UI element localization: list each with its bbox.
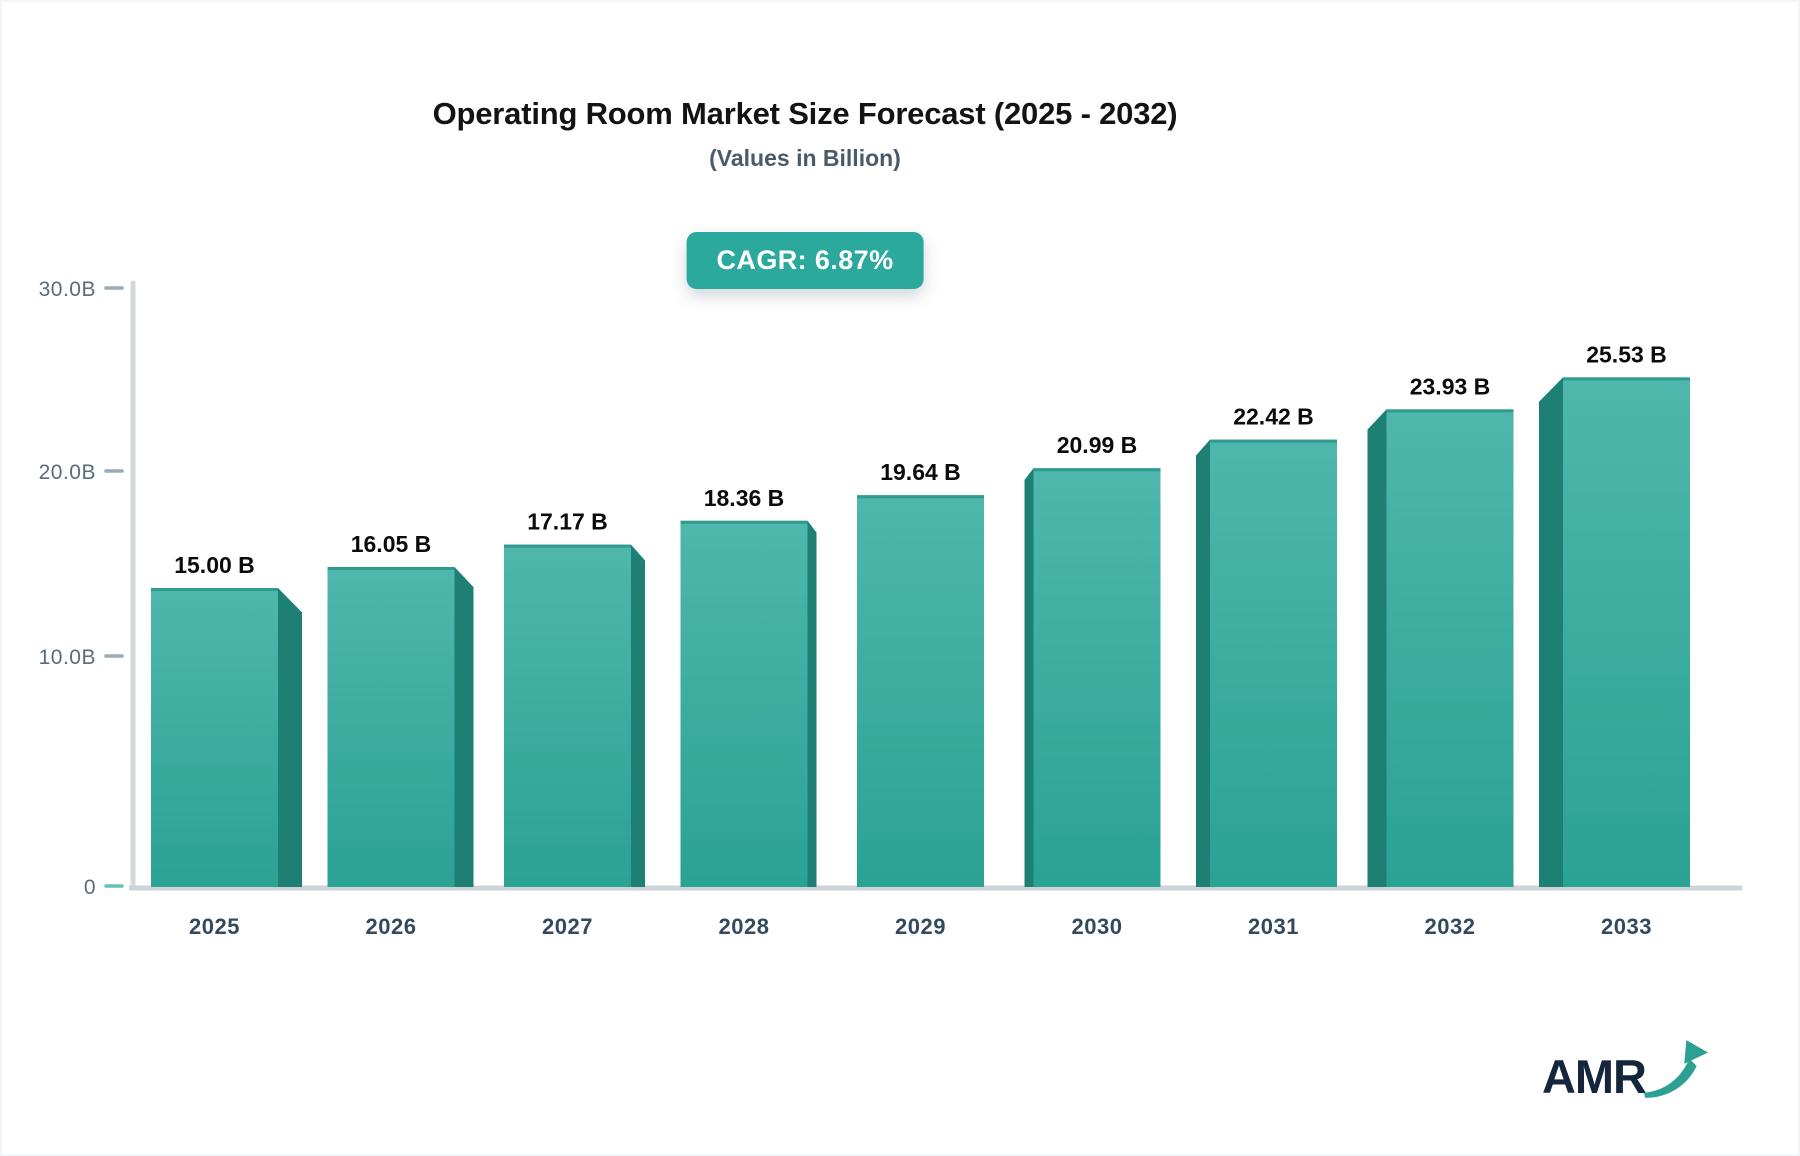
bar-group-2033: 25.53 B 2033 [1539, 341, 1690, 939]
bar-value-label: 18.36 B [704, 485, 785, 511]
bar-value-label: 20.99 B [1057, 432, 1138, 458]
bar-side-face [1196, 439, 1210, 887]
chart-title: Operating Room Market Size Forecast (202… [432, 96, 1178, 131]
chart-subtitle: (Values in Billion) [709, 145, 901, 171]
bar-group-2031: 22.42 B 2031 [1196, 404, 1337, 939]
bar-group-2029: 19.64 B 2029 [857, 459, 984, 939]
bar-group-2028: 18.36 B 2028 [680, 485, 817, 939]
chart-header: Operating Room Market Size Forecast (202… [433, 95, 1178, 289]
bar-side-face [1539, 377, 1563, 887]
bar-group-2027: 17.17 B 2027 [504, 509, 645, 939]
cagr-badge: CAGR: 6.87% [686, 232, 924, 289]
x-tick-label: 2032 [1425, 914, 1476, 939]
bar-group-2026: 16.05 B 2026 [327, 531, 474, 939]
bar-face [1210, 439, 1337, 887]
x-tick-label: 2033 [1601, 914, 1652, 939]
y-tick-label: 10.0B [39, 646, 96, 669]
bar-value-label: 19.64 B [880, 459, 961, 485]
bar-face [1563, 377, 1690, 887]
x-tick-label: 2029 [895, 914, 946, 939]
bar-side-face [1024, 468, 1034, 887]
bar-value-label: 22.42 B [1233, 404, 1314, 430]
x-tick-label: 2027 [542, 914, 593, 939]
growth-arrow-icon [1644, 1040, 1708, 1098]
bar-value-label: 25.53 B [1586, 341, 1667, 367]
y-tick-label: 20.0B [39, 461, 96, 484]
y-tick-label: 0 [84, 876, 96, 899]
x-tick-label: 2025 [189, 914, 240, 939]
bar-side-face [807, 520, 817, 887]
bar-face [1033, 468, 1161, 887]
bar-group-2032: 23.93 B 2032 [1367, 373, 1514, 939]
bar-side-face [631, 544, 645, 887]
bar-face [857, 495, 984, 887]
logo-text: AMR [1541, 1050, 1647, 1103]
bar-face [327, 567, 455, 887]
bar-face [504, 544, 631, 887]
bar-value-label: 15.00 B [174, 552, 255, 578]
bar-value-label: 16.05 B [351, 531, 432, 557]
x-tick-label: 2028 [719, 914, 770, 939]
bar-value-label: 23.93 B [1410, 373, 1491, 399]
bar-face [1386, 409, 1514, 887]
bar-face [151, 588, 278, 887]
bar-group-2030: 20.99 B 2030 [1024, 432, 1161, 939]
bar-side-face [454, 567, 474, 887]
bar-side-face [278, 588, 302, 887]
x-tick-label: 2031 [1248, 914, 1299, 939]
bar-face [680, 520, 808, 887]
bar-value-label: 17.17 B [527, 509, 608, 535]
amr-logo: AMR [1542, 1037, 1708, 1100]
bar-group-2025: 15.00 B 2025 [151, 552, 302, 939]
bar-side-face [1367, 409, 1387, 887]
y-tick-label: 30.0B [39, 278, 96, 301]
x-tick-label: 2026 [366, 914, 417, 939]
x-tick-label: 2030 [1072, 914, 1123, 939]
